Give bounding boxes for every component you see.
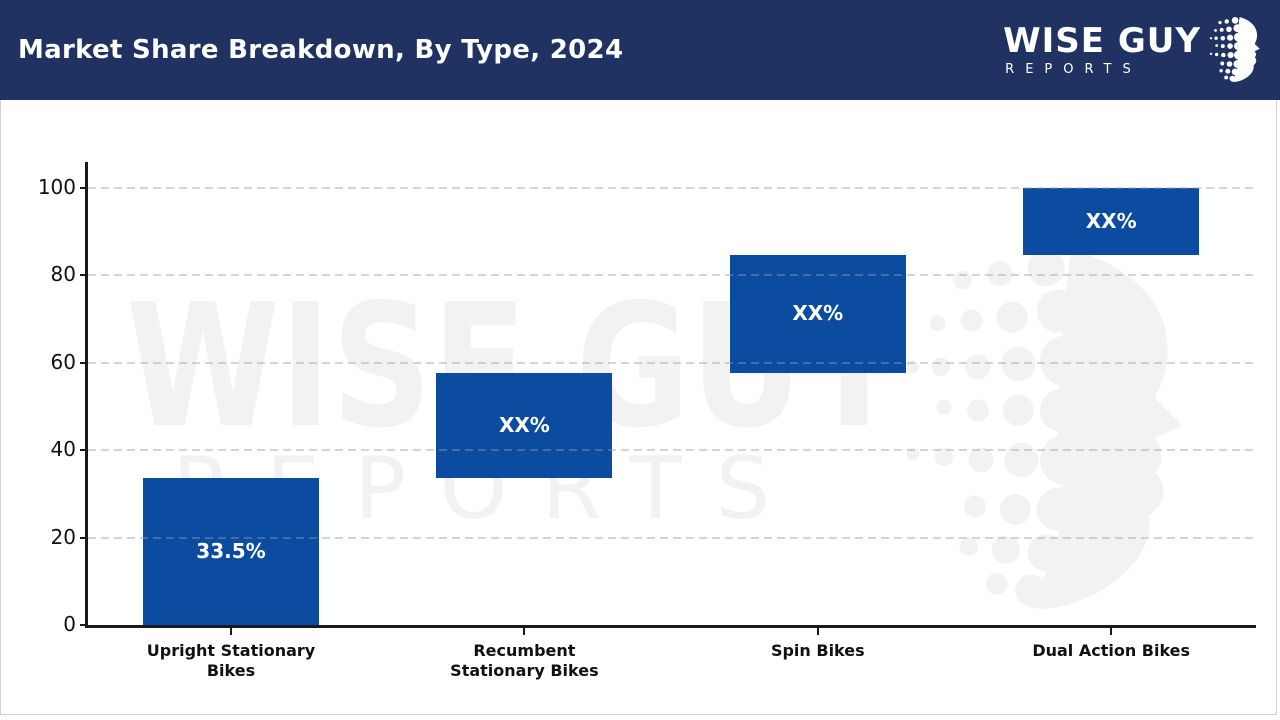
brand-logo: WISE GUY REPORTS (1003, 14, 1262, 86)
y-tick-label: 40 (50, 437, 76, 461)
x-axis-tick (1110, 627, 1113, 635)
bar-value-label: XX% (792, 301, 844, 326)
y-tick-label: 0 (63, 612, 76, 636)
gridline (88, 449, 1256, 451)
chart-bar (143, 478, 319, 625)
x-axis-tick (523, 627, 526, 635)
brand-text: WISE GUY REPORTS (1003, 24, 1201, 77)
y-axis-tick (80, 536, 88, 539)
plot-area: 33.5% Upright Stationary Bikes XX% Recumben… (0, 100, 1280, 720)
gridline (88, 186, 1256, 189)
y-tick-label: 20 (50, 524, 76, 549)
bar-value-label: XX% (1085, 208, 1137, 233)
y-tick-label: 60 (50, 349, 76, 374)
brand-wordmark: WISE GUY (1003, 20, 1201, 61)
category-label: Dual Action Bikes (1032, 641, 1191, 660)
category-label: Recumbent Stationary Bikes (450, 641, 599, 680)
category-label: Upright Stationary Bikes (146, 641, 316, 680)
y-axis-tick (80, 361, 88, 364)
dotted-face-logo-icon (1206, 14, 1262, 86)
chart-border-frame (0, 100, 1277, 715)
x-axis-tick (230, 627, 232, 635)
gridline (88, 361, 1256, 364)
y-axis-tick (80, 274, 88, 276)
y-tick-label: 100 (37, 174, 76, 199)
chart-bar (729, 255, 906, 374)
brand-tagline: REPORTS (1005, 61, 1142, 77)
page-title: Market Share Breakdown, By Type, 2024 (18, 35, 624, 65)
y-axis-line (85, 162, 88, 628)
y-axis-tick (80, 186, 88, 189)
category-label: Spin Bikes (770, 641, 865, 660)
y-tick-label: 80 (50, 262, 76, 286)
chart-bar (1023, 188, 1200, 256)
y-axis-tick (80, 624, 88, 626)
gridline (88, 274, 1256, 276)
bar-value-label: 33.5% (196, 538, 266, 563)
header-bar: Market Share Breakdown, By Type, 2024 WI… (0, 0, 1280, 100)
bar-value-label: XX% (498, 412, 550, 437)
chart-bar (436, 373, 613, 479)
x-axis-line (85, 625, 1256, 628)
y-axis-tick (80, 449, 88, 451)
gridline (88, 536, 1256, 539)
x-axis-tick (816, 627, 819, 635)
